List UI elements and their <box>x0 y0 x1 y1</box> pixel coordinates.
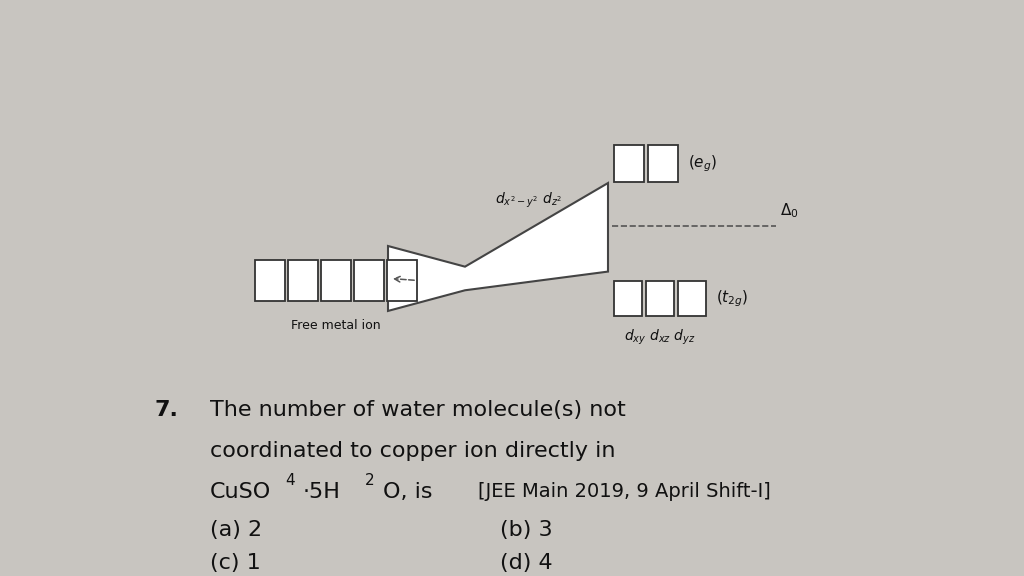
Text: (b) 3: (b) 3 <box>500 520 553 540</box>
Bar <box>678 281 706 316</box>
Text: 4: 4 <box>285 473 295 488</box>
Text: coordinated to copper ion directly in: coordinated to copper ion directly in <box>210 441 615 461</box>
Text: Free metal ion: Free metal ion <box>291 319 381 332</box>
Text: The number of water molecule(s) not: The number of water molecule(s) not <box>210 400 626 419</box>
Text: $d_{xy}\ d_{xz}\ d_{yz}$: $d_{xy}\ d_{xz}\ d_{yz}$ <box>624 328 695 347</box>
Text: 7.: 7. <box>155 400 179 419</box>
Text: 2: 2 <box>365 473 375 488</box>
Text: $\Delta_0$: $\Delta_0$ <box>780 202 799 220</box>
Bar <box>255 260 285 301</box>
Bar <box>387 260 417 301</box>
Bar <box>648 145 678 182</box>
Text: $(e_g)$: $(e_g)$ <box>688 153 717 173</box>
Text: O, is: O, is <box>383 482 432 502</box>
Text: (c) 1: (c) 1 <box>210 553 261 573</box>
Text: [JEE Main 2019, 9 April Shift-I]: [JEE Main 2019, 9 April Shift-I] <box>478 482 771 501</box>
Bar <box>288 260 318 301</box>
Text: CuSO: CuSO <box>210 482 271 502</box>
Bar <box>321 260 351 301</box>
Bar <box>614 281 642 316</box>
Polygon shape <box>388 183 608 311</box>
Text: $d_{x^2-y^2}\ d_{z^2}$: $d_{x^2-y^2}\ d_{z^2}$ <box>495 191 562 210</box>
Text: (d) 4: (d) 4 <box>500 553 553 573</box>
Text: ·5H: ·5H <box>303 482 341 502</box>
Bar <box>646 281 674 316</box>
Bar <box>354 260 384 301</box>
Text: $(t_{2g})$: $(t_{2g})$ <box>716 289 749 309</box>
Bar <box>614 145 644 182</box>
Text: (a) 2: (a) 2 <box>210 520 262 540</box>
